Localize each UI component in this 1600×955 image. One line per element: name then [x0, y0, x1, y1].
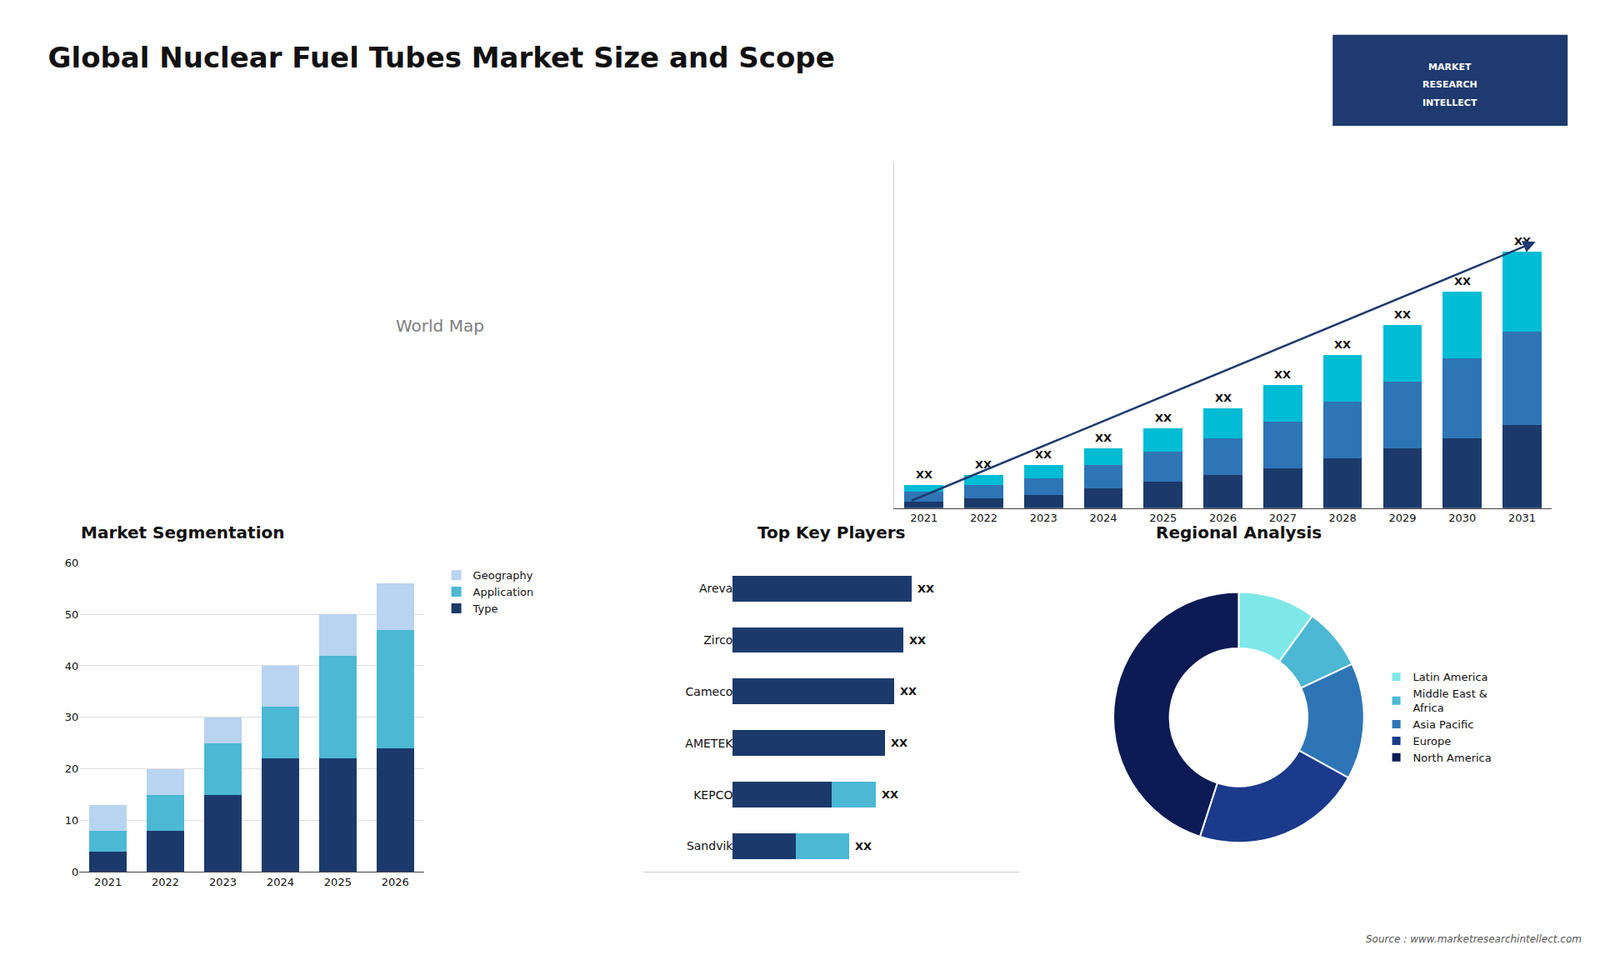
svg-text:MARKET: MARKET: [1428, 61, 1472, 73]
svg-text:2025: 2025: [324, 875, 352, 889]
svg-text:Cameco: Cameco: [685, 685, 734, 699]
svg-text:RESEARCH: RESEARCH: [1422, 79, 1478, 90]
svg-text:2024: 2024: [1089, 511, 1117, 525]
svg-text:KEPCO: KEPCO: [693, 788, 733, 802]
svg-text:XX: XX: [900, 685, 917, 698]
svg-text:50: 50: [65, 608, 80, 621]
svg-text:2023: 2023: [209, 875, 237, 889]
svg-text:Source : www.marketresearchint: Source : www.marketresearchintellect.com: [1365, 933, 1582, 945]
svg-text:2022: 2022: [151, 875, 180, 889]
svg-text:XX: XX: [1454, 275, 1471, 288]
svg-text:2031: 2031: [1508, 511, 1536, 525]
svg-text:XX: XX: [1514, 235, 1531, 248]
svg-text:Top Key Players: Top Key Players: [757, 522, 905, 543]
svg-text:Sandvik: Sandvik: [686, 839, 734, 853]
svg-text:2023: 2023: [1030, 511, 1058, 525]
svg-text:XX: XX: [975, 458, 992, 471]
svg-text:Regional Analysis: Regional Analysis: [1155, 522, 1322, 543]
svg-text:Europe: Europe: [1413, 735, 1452, 748]
svg-text:Geography: Geography: [473, 569, 534, 582]
svg-text:2026: 2026: [381, 875, 410, 889]
svg-text:INTELLECT: INTELLECT: [1422, 97, 1478, 109]
svg-text:XX: XX: [1394, 308, 1411, 321]
svg-text:XX: XX: [1274, 368, 1291, 381]
svg-text:2028: 2028: [1329, 511, 1357, 525]
svg-text:North America: North America: [1413, 751, 1492, 765]
svg-text:2026: 2026: [1209, 511, 1237, 525]
svg-text:Application: Application: [473, 585, 535, 599]
svg-text:Areva: Areva: [699, 581, 734, 595]
svg-text:2025: 2025: [1149, 511, 1177, 525]
svg-text:2029: 2029: [1388, 511, 1416, 525]
svg-text:2027: 2027: [1269, 511, 1297, 525]
svg-text:30: 30: [65, 710, 80, 724]
svg-text:Market Segmentation: Market Segmentation: [80, 522, 285, 543]
svg-text:10: 10: [65, 814, 80, 827]
svg-text:XX: XX: [855, 840, 872, 853]
svg-text:Type: Type: [472, 602, 499, 615]
svg-text:Global Nuclear Fuel Tubes Mark: Global Nuclear Fuel Tubes Market Size an…: [48, 40, 835, 75]
svg-text:XX: XX: [917, 582, 935, 595]
svg-text:Zirco: Zirco: [703, 633, 733, 647]
svg-text:20: 20: [65, 762, 80, 775]
svg-text:Asia Pacific: Asia Pacific: [1413, 718, 1475, 731]
svg-text:2024: 2024: [266, 875, 295, 889]
svg-text:XX: XX: [1095, 431, 1112, 445]
svg-text:World Map: World Map: [395, 315, 485, 336]
svg-text:AMETEK: AMETEK: [685, 736, 734, 750]
svg-text:40: 40: [65, 660, 80, 673]
svg-text:XX: XX: [1035, 448, 1052, 461]
svg-text:XX: XX: [881, 788, 899, 801]
svg-text:2021: 2021: [910, 511, 938, 525]
svg-text:60: 60: [65, 556, 80, 570]
svg-text:2022: 2022: [970, 511, 998, 525]
svg-text:Middle East &Africa: Middle East &Africa: [1413, 687, 1488, 715]
svg-text:XX: XX: [909, 634, 926, 647]
svg-text:XX: XX: [890, 736, 908, 750]
svg-text:XX: XX: [1215, 391, 1232, 405]
svg-text:Latin America: Latin America: [1413, 670, 1489, 684]
svg-text:2021: 2021: [94, 875, 122, 889]
svg-text:XX: XX: [1334, 338, 1351, 351]
svg-text:XX: XX: [915, 468, 933, 481]
svg-text:2030: 2030: [1448, 511, 1476, 525]
svg-text:XX: XX: [1155, 411, 1172, 425]
svg-text:0: 0: [71, 865, 79, 879]
